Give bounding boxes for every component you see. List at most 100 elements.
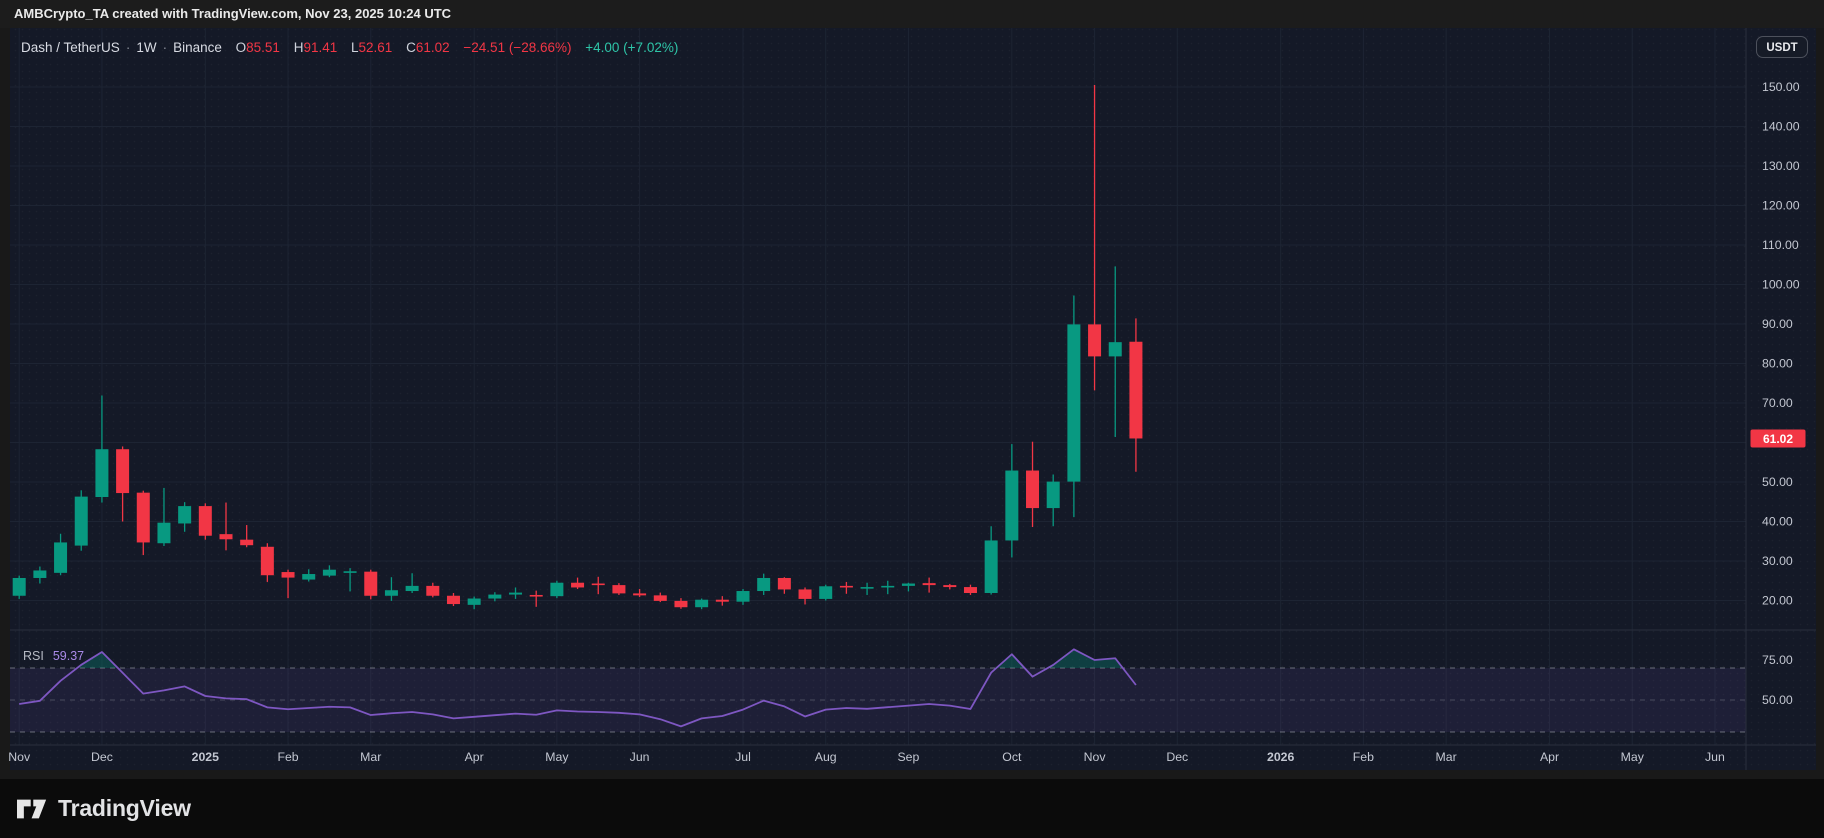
rsi-tick-label: 75.00 bbox=[1762, 653, 1793, 667]
candle-body bbox=[819, 586, 833, 599]
candle-body bbox=[736, 591, 750, 602]
candle-body bbox=[467, 598, 481, 605]
time-tick-label: Jun bbox=[1705, 750, 1725, 764]
time-tick-label: Sep bbox=[897, 750, 919, 764]
candle-body bbox=[343, 571, 357, 573]
candle-body bbox=[446, 595, 460, 605]
interval-label[interactable]: 1W bbox=[136, 40, 157, 55]
candle-body bbox=[74, 496, 88, 546]
tradingview-logo-icon[interactable] bbox=[15, 797, 49, 821]
time-tick-label: May bbox=[1621, 750, 1645, 764]
price-tick-label: 130.00 bbox=[1762, 159, 1800, 173]
candle-body bbox=[1108, 342, 1122, 357]
candle-body bbox=[157, 522, 171, 544]
candle-body bbox=[984, 540, 998, 593]
price-change-secondary: +4.00 (+7.02%) bbox=[585, 40, 679, 55]
candle-body bbox=[198, 506, 212, 536]
candle-body bbox=[674, 600, 688, 608]
candle-body bbox=[384, 590, 398, 596]
candle-body bbox=[322, 569, 336, 576]
time-tick-label: May bbox=[545, 750, 569, 764]
candle-body bbox=[1046, 481, 1060, 509]
watermark-text: AMBCrypto_TA created with TradingView.co… bbox=[14, 6, 452, 21]
candle-body bbox=[777, 577, 791, 590]
candle-body bbox=[695, 599, 709, 608]
time-tick-label: Apr bbox=[465, 750, 484, 764]
candle-body bbox=[653, 595, 667, 601]
time-tick-label: Feb bbox=[277, 750, 298, 764]
candlestick-series bbox=[12, 85, 1143, 610]
candle-body bbox=[881, 585, 895, 588]
candle-body bbox=[963, 587, 977, 593]
price-tick-label: 140.00 bbox=[1762, 120, 1800, 134]
candle-body bbox=[136, 492, 150, 543]
candle-body bbox=[116, 449, 130, 494]
candle-body bbox=[839, 585, 853, 588]
price-tick-label: 30.00 bbox=[1762, 554, 1793, 568]
price-tick-label: 80.00 bbox=[1762, 357, 1793, 371]
legend-separator: · bbox=[162, 40, 168, 55]
candle-body bbox=[757, 577, 771, 592]
candle-body bbox=[33, 570, 47, 578]
time-axis[interactable]: Nov Dec 2025 Feb Mar Apr May Jun Jul Aug Sep Oct Nov… bbox=[8, 750, 1725, 764]
ohlc-low: L52.61 bbox=[351, 40, 393, 55]
rsi-legend[interactable]: RSI 59.37 bbox=[23, 649, 84, 663]
footer-bar: TradingView bbox=[0, 779, 1824, 838]
candle-body bbox=[509, 592, 523, 595]
price-tick-label: 100.00 bbox=[1762, 278, 1800, 292]
candle-body bbox=[922, 583, 936, 586]
price-tick-label: 20.00 bbox=[1762, 594, 1793, 608]
price-tick-label: 110.00 bbox=[1762, 238, 1799, 252]
price-tick-label: 40.00 bbox=[1762, 515, 1793, 529]
time-tick-label: Feb bbox=[1353, 750, 1374, 764]
price-axis[interactable]: 150.00 140.00 130.00 120.00 110.00 100.00 90.0… bbox=[1762, 80, 1800, 707]
candle-body bbox=[178, 506, 192, 524]
candle-body bbox=[426, 585, 440, 596]
candle-body bbox=[591, 583, 605, 586]
time-tick-label: Dec bbox=[1166, 750, 1188, 764]
tradingview-brand[interactable]: TradingView bbox=[58, 795, 191, 821]
time-tick-label: Apr bbox=[1540, 750, 1559, 764]
candle-body bbox=[281, 572, 295, 578]
candle-body bbox=[798, 589, 812, 599]
candle-body bbox=[95, 449, 109, 498]
rsi-value: 59.37 bbox=[52, 649, 85, 663]
candle-body bbox=[1026, 470, 1040, 509]
candle-body bbox=[860, 587, 874, 589]
rsi-band-fill bbox=[10, 668, 1746, 732]
time-tick-label: Jun bbox=[630, 750, 650, 764]
time-tick-label: Jul bbox=[735, 750, 751, 764]
candle-body bbox=[1005, 470, 1019, 541]
candle-body bbox=[943, 585, 957, 588]
time-tick-label: Mar bbox=[1436, 750, 1457, 764]
ohlc-high: H91.41 bbox=[293, 40, 338, 55]
ohlc-open: O85.51 bbox=[235, 40, 280, 55]
candle-body bbox=[240, 539, 254, 546]
candle-body bbox=[715, 599, 729, 602]
symbol-legend[interactable]: Dash / TetherUS · 1W · Binance O85.51 H91.41… bbox=[21, 40, 678, 56]
rsi-label: RSI bbox=[23, 649, 44, 663]
candle-body bbox=[529, 594, 543, 597]
currency-unit-button[interactable]: USDT bbox=[1756, 36, 1808, 58]
candle-body bbox=[405, 585, 419, 592]
top-watermark-bar: AMBCrypto_TA created with TradingView.co… bbox=[0, 0, 1824, 28]
horizontal-gridlines bbox=[10, 86, 1746, 601]
legend-separator: · bbox=[125, 40, 131, 55]
candle-body bbox=[1067, 324, 1081, 482]
time-tick-label: Mar bbox=[360, 750, 381, 764]
candle-body bbox=[260, 546, 274, 576]
last-price-badge-label: 61.02 bbox=[1763, 432, 1793, 446]
candle-body bbox=[612, 585, 626, 594]
candle-body bbox=[12, 577, 26, 596]
price-change: −24.51 (−28.66%) bbox=[463, 40, 572, 55]
price-tick-label: 70.00 bbox=[1762, 396, 1793, 410]
price-tick-label: 150.00 bbox=[1762, 80, 1800, 94]
time-tick-label: Aug bbox=[815, 750, 837, 764]
symbol-title[interactable]: Dash / TetherUS bbox=[21, 40, 120, 55]
time-tick-label: Dec bbox=[91, 750, 113, 764]
time-tick-label: 2026 bbox=[1267, 750, 1295, 764]
candle-body bbox=[302, 574, 316, 580]
price-tick-label: 50.00 bbox=[1762, 475, 1793, 489]
candle-body bbox=[364, 571, 378, 596]
